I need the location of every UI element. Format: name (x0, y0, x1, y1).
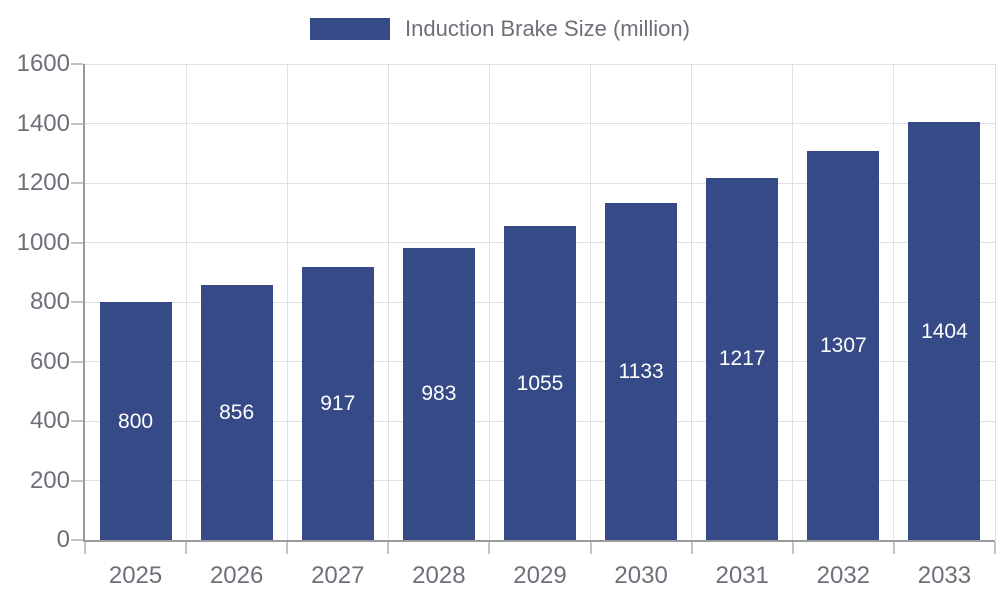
bar[interactable]: 917 (301, 267, 374, 540)
bar[interactable]: 800 (99, 302, 172, 540)
gridline-vertical (185, 64, 187, 540)
legend-label: Induction Brake Size (million) (405, 16, 690, 41)
gridline-vertical (792, 64, 794, 540)
y-axis-tick (71, 182, 83, 184)
gridline-horizontal (85, 63, 995, 65)
x-axis-tick (690, 542, 693, 554)
x-axis-tick (84, 542, 86, 554)
bar-value-label: 983 (421, 382, 457, 406)
bar[interactable]: 856 (200, 285, 273, 540)
y-axis-tick (71, 241, 83, 244)
legend-swatch (310, 18, 391, 40)
y-axis-label: 1000 (16, 228, 70, 256)
y-axis-label: 1200 (16, 169, 70, 196)
x-axis-tick (488, 542, 491, 554)
x-axis-label: 2029 (513, 562, 567, 589)
x-axis-label: 2032 (816, 562, 871, 589)
x-axis-tick (387, 542, 390, 554)
x-axis-tick (589, 542, 592, 554)
x-axis-tick (994, 542, 996, 554)
y-axis-label: 400 (29, 407, 70, 434)
bar-value-label: 1133 (618, 359, 664, 383)
x-axis-label: 2031 (715, 562, 769, 589)
x-axis-tick (791, 542, 794, 554)
y-axis-label: 1600 (16, 50, 70, 77)
bar[interactable]: 1133 (605, 202, 678, 540)
bar-value-label: 856 (219, 401, 255, 425)
bar-value-label: 1307 (819, 334, 867, 358)
bar-value-label: 1055 (516, 371, 564, 395)
x-axis-label: 2027 (311, 562, 365, 589)
y-axis-label: 600 (29, 347, 70, 375)
legend: Induction Brake Size (million) (0, 16, 1000, 42)
bar[interactable]: 1404 (908, 122, 981, 540)
y-axis-tick (71, 360, 83, 363)
gridline-vertical (286, 64, 288, 540)
bar-value-label: 1404 (921, 319, 968, 343)
bar-value-label: 800 (118, 409, 154, 433)
bar[interactable]: 983 (402, 247, 475, 540)
gridline-vertical (488, 64, 490, 540)
bar[interactable]: 1055 (504, 226, 576, 540)
gridline-horizontal (85, 123, 995, 124)
y-axis-label: 800 (29, 288, 70, 315)
plot-area: 0 200 400 600 800 1000 1200 1400 1600 800 2025 856 2… (17, 50, 996, 589)
legend-item[interactable]: Induction Brake Size (million) (310, 16, 690, 42)
y-axis-label: 200 (29, 466, 70, 494)
x-axis-label: 2025 (108, 562, 163, 589)
y-axis-tick (71, 539, 83, 541)
gridline-vertical (387, 64, 389, 540)
x-axis-tick (892, 542, 895, 554)
gridline-vertical (893, 64, 895, 540)
y-axis-tick (71, 420, 83, 422)
bar[interactable]: 1307 (807, 151, 880, 540)
y-axis-tick (71, 301, 83, 303)
y-axis-tick (71, 63, 83, 65)
x-axis-label: 2033 (917, 562, 972, 589)
gridline-vertical (590, 64, 592, 540)
bar-value-label: 917 (320, 392, 356, 416)
x-axis-label: 2026 (209, 562, 264, 589)
y-axis-tick (71, 479, 83, 482)
x-axis-tick (286, 542, 289, 554)
bar[interactable]: 1217 (706, 177, 779, 540)
y-axis-tick (71, 122, 83, 125)
bar-value-label: 1217 (718, 347, 766, 371)
gridline-horizontal (85, 182, 995, 184)
y-axis-label: 1400 (16, 109, 70, 137)
gridline-vertical (994, 64, 996, 540)
gridline-vertical (691, 64, 693, 540)
x-axis-label: 2028 (412, 562, 466, 589)
x-axis-tick (185, 542, 188, 554)
x-axis-label: 2030 (614, 562, 668, 589)
y-axis-label: 0 (56, 526, 70, 553)
